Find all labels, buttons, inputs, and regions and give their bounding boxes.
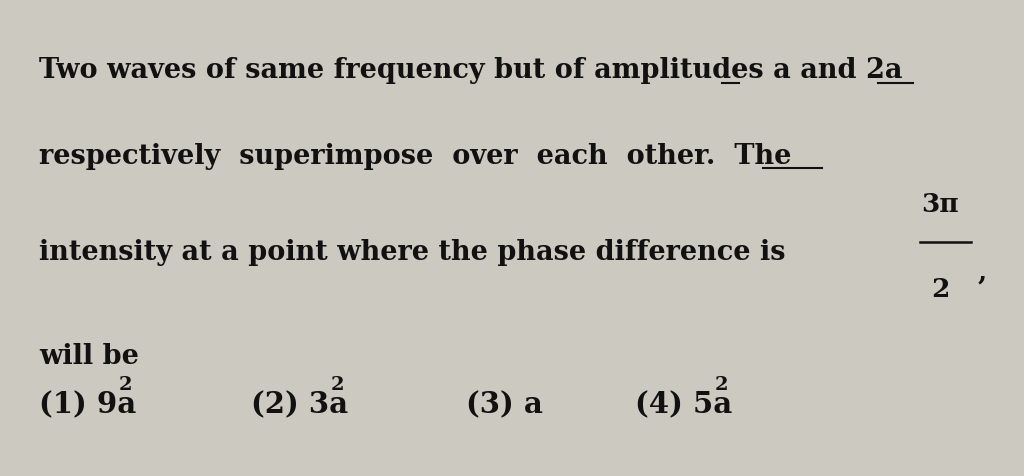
Text: 2: 2 [715,375,728,393]
Text: intensity at a point where the phase difference is: intensity at a point where the phase dif… [39,238,785,265]
Text: 2: 2 [931,276,949,301]
Text: ,: , [978,259,987,284]
Text: 2: 2 [119,375,132,393]
Text: (4) 5a: (4) 5a [635,390,732,419]
Text: will be: will be [39,343,139,370]
Text: respectively  superimpose  over  each  other.  The: respectively superimpose over each other… [39,143,792,170]
Text: 3π: 3π [922,192,958,217]
Text: Two waves of same frequency but of amplitudes a and 2a: Two waves of same frequency but of ampli… [39,57,902,84]
Text: (3) a: (3) a [466,390,543,419]
Text: (2) 3a: (2) 3a [251,390,348,419]
Text: (1) 9a: (1) 9a [39,390,136,419]
Text: 2: 2 [331,375,344,393]
